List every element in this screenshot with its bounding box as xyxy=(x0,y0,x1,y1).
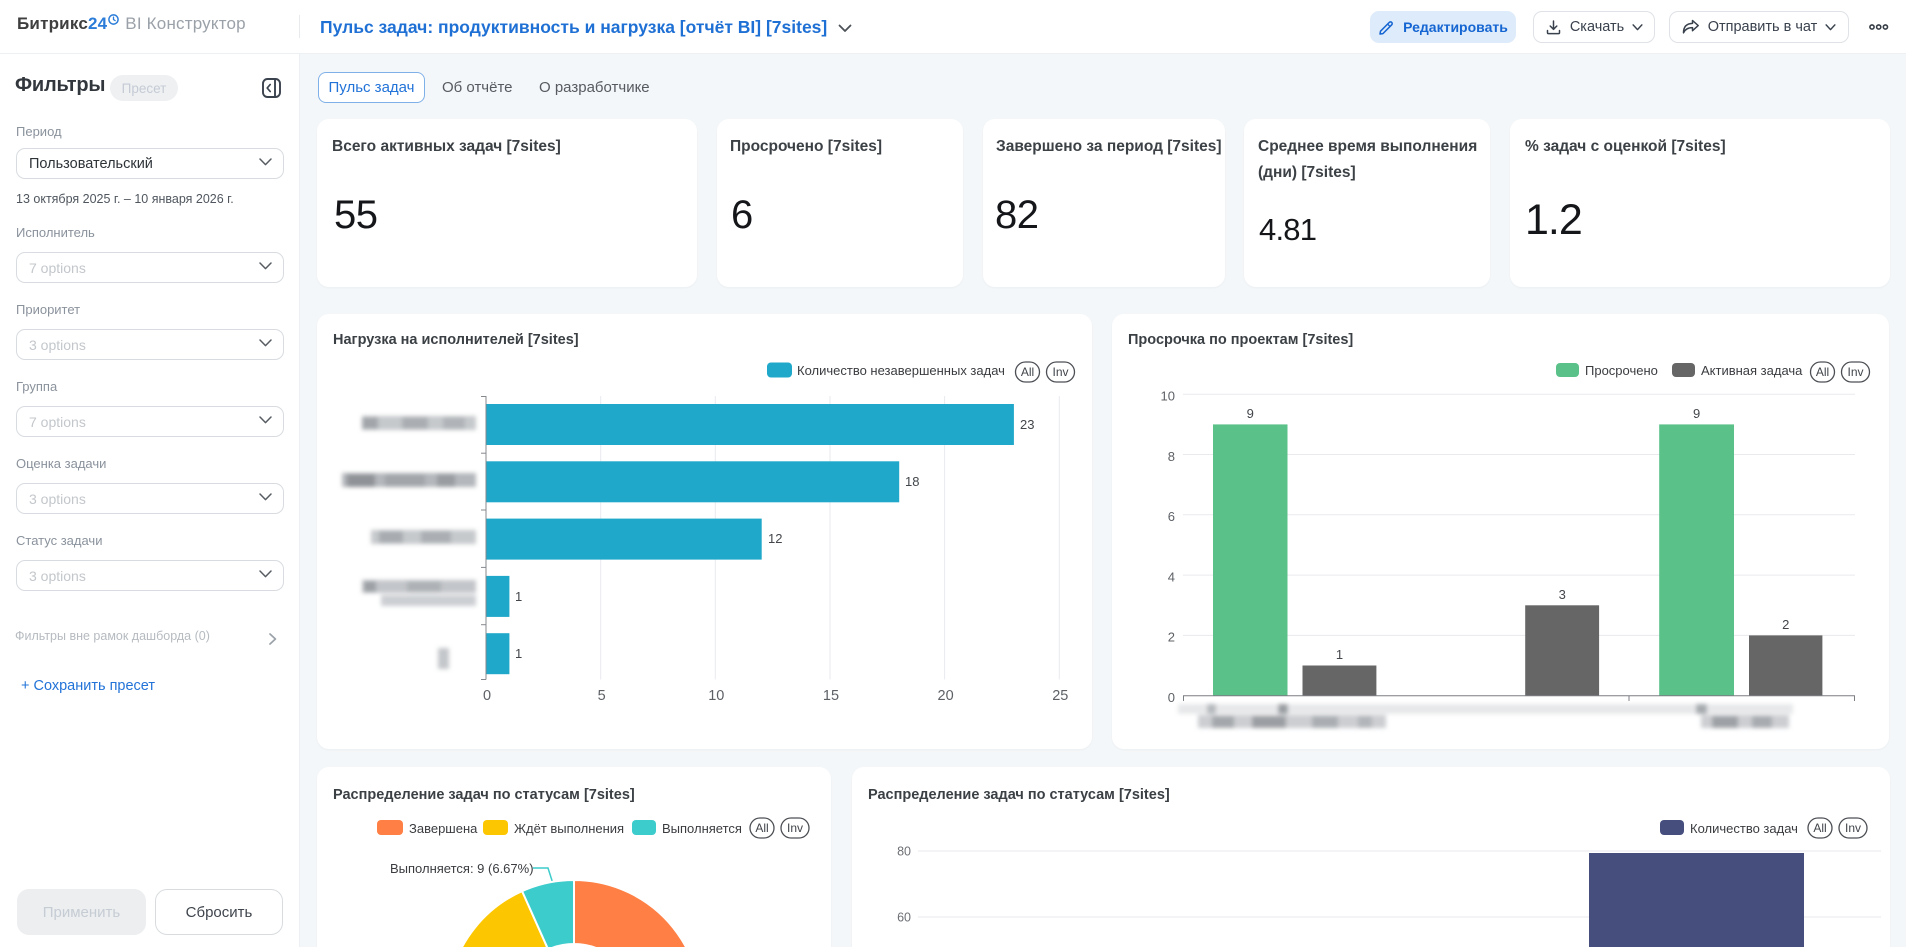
svg-text:Количество незавершенных задач: Количество незавершенных задач xyxy=(797,363,1005,378)
svg-text:20: 20 xyxy=(938,688,954,704)
svg-text:25: 25 xyxy=(1052,688,1068,704)
svg-text:1: 1 xyxy=(515,646,522,661)
svg-text:All: All xyxy=(755,821,768,835)
svg-text:Количество задач: Количество задач xyxy=(1690,821,1798,836)
svg-text:3: 3 xyxy=(1559,587,1566,602)
svg-text:Inv: Inv xyxy=(1052,365,1068,379)
svg-text:Просрочено: Просрочено xyxy=(1585,363,1658,378)
svg-text:All: All xyxy=(1021,365,1034,379)
svg-text:Ждёт выполнения: Ждёт выполнения xyxy=(514,821,624,836)
svg-text:Активная задача: Активная задача xyxy=(1701,363,1803,378)
svg-text:6: 6 xyxy=(1168,509,1175,524)
svg-text:All: All xyxy=(1813,821,1826,835)
svg-text:10: 10 xyxy=(708,688,724,704)
svg-text:4: 4 xyxy=(1168,569,1175,584)
svg-text:0: 0 xyxy=(483,688,491,704)
svg-text:Выполняется: 9 (6.67%): Выполняется: 9 (6.67%) xyxy=(390,861,534,876)
svg-text:60: 60 xyxy=(897,911,911,925)
svg-text:Выполняется: Выполняется xyxy=(662,821,742,836)
svg-text:1: 1 xyxy=(1336,647,1343,662)
svg-text:18: 18 xyxy=(905,474,919,489)
svg-text:1: 1 xyxy=(515,589,522,604)
svg-text:9: 9 xyxy=(1247,406,1254,421)
svg-text:10: 10 xyxy=(1161,389,1175,404)
svg-text:5: 5 xyxy=(598,688,606,704)
svg-text:23: 23 xyxy=(1020,417,1034,432)
svg-text:8: 8 xyxy=(1168,449,1175,464)
svg-text:All: All xyxy=(1816,365,1829,379)
svg-text:15: 15 xyxy=(823,688,839,704)
svg-text:Inv: Inv xyxy=(1847,365,1863,379)
svg-text:Inv: Inv xyxy=(1845,821,1861,835)
svg-text:12: 12 xyxy=(768,531,782,546)
svg-text:Inv: Inv xyxy=(787,821,803,835)
svg-text:9: 9 xyxy=(1693,406,1700,421)
svg-text:2: 2 xyxy=(1168,630,1175,645)
svg-text:2: 2 xyxy=(1782,617,1789,632)
svg-text:80: 80 xyxy=(897,845,911,859)
svg-text:0: 0 xyxy=(1168,690,1175,705)
svg-text:Завершена: Завершена xyxy=(409,821,478,836)
